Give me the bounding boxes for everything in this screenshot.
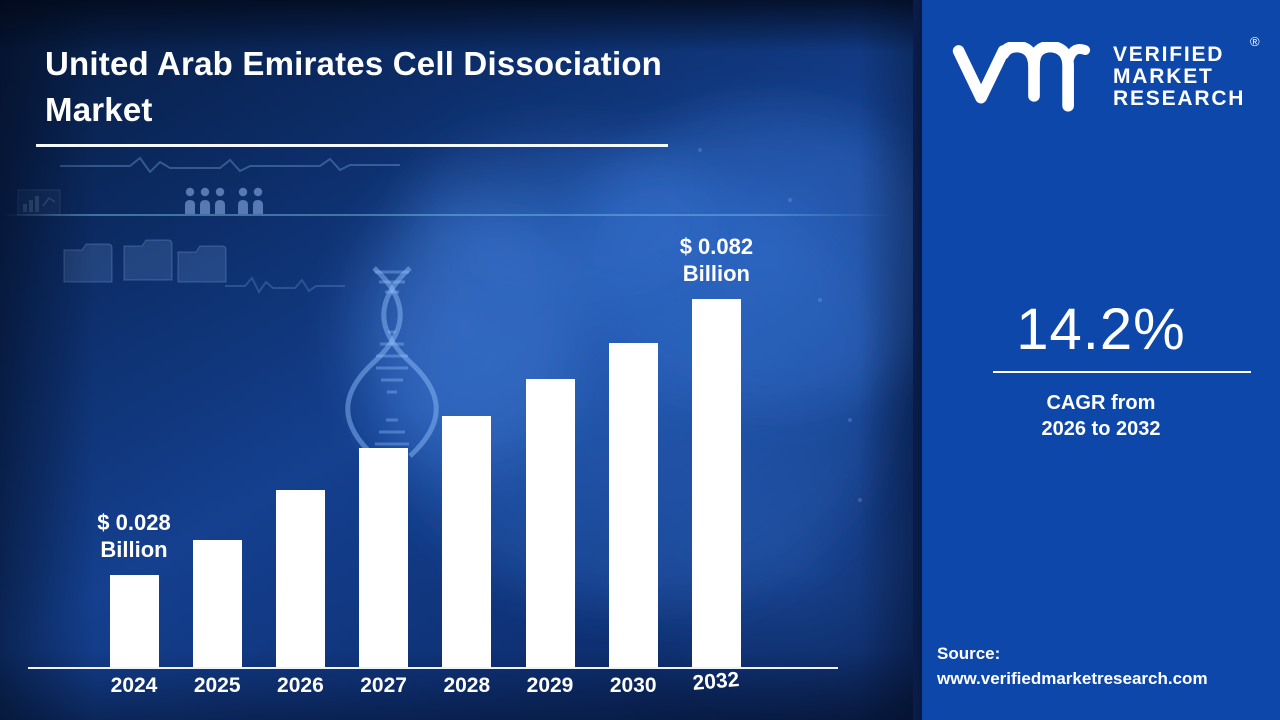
brand-line-3: RESEARCH <box>1113 87 1246 110</box>
left-panel: United Arab Emirates Cell Dissociation M… <box>0 0 913 720</box>
cagr-caption: CAGR from 2026 to 2032 <box>922 390 1280 442</box>
cagr-value: 14.2% <box>1016 297 1186 362</box>
bar-2029 <box>525 379 575 667</box>
brand-line-2: MARKET <box>1113 65 1214 88</box>
bar-2030 <box>608 343 658 667</box>
x-tick-2025: 2025 <box>193 674 241 697</box>
x-tick-2028: 2028 <box>443 674 491 697</box>
bar-value-label-2032: $ 0.082 Billion <box>679 234 754 286</box>
source-block: Source: www.verifiedmarketresearch.com <box>937 641 1208 691</box>
x-tick-2032: 2032 <box>692 668 741 695</box>
source-url: www.verifiedmarketresearch.com <box>937 669 1208 688</box>
bar-2028 <box>442 416 492 667</box>
bar-2025 <box>192 540 242 667</box>
brand-name: VERIFIED MARKET RESEARCH <box>1113 44 1245 110</box>
cagr-divider-line <box>993 371 1251 373</box>
x-tick-2029: 2029 <box>526 674 574 697</box>
bar-2026 <box>275 490 325 667</box>
vmr-logo-mark-icon <box>952 42 1091 112</box>
title-underline <box>36 144 668 147</box>
panel-divider <box>913 0 922 720</box>
bar-value-label-2024: $ 0.028 Billion <box>97 510 171 562</box>
bar-chart: $ 0.028 Billion 2024 2025 2026 2027 2028 2029 20… <box>28 234 838 697</box>
brand-line-1: VERIFIED <box>1113 43 1225 66</box>
registered-trademark-symbol: ® <box>1250 34 1260 49</box>
right-panel: VERIFIED MARKET RESEARCH ® 14.2% CAGR fr… <box>922 0 1280 720</box>
x-tick-2026: 2026 <box>277 674 324 697</box>
x-tick-2027: 2027 <box>360 674 407 697</box>
x-tick-2030: 2030 <box>609 674 657 697</box>
source-label: Source: <box>937 644 1001 663</box>
x-axis-line <box>28 667 838 669</box>
cagr-caption-line-2: 2026 to 2032 <box>1041 418 1161 440</box>
bar-2027 <box>359 448 409 667</box>
cagr-caption-line-1: CAGR from <box>1046 392 1156 414</box>
bar-2024 <box>109 575 159 667</box>
x-tick-2024: 2024 <box>110 674 158 697</box>
bar-2032 <box>691 299 741 667</box>
page-title: United Arab Emirates Cell Dissociation M… <box>45 45 663 128</box>
